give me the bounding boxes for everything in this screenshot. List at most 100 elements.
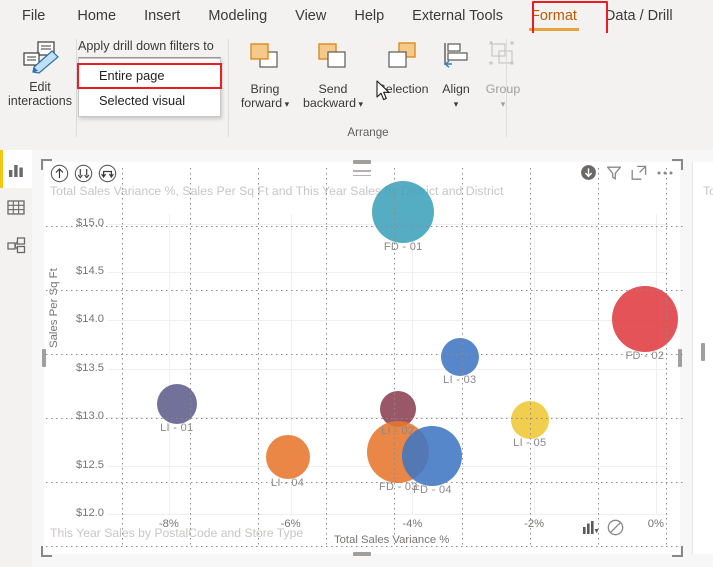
drill-controls	[50, 164, 117, 183]
group-divider-3	[506, 39, 507, 137]
secondary-visual[interactable]: Tota $0. $0. ($0.2	[692, 162, 713, 554]
y-axis-tick: $13.0	[76, 410, 104, 423]
ribbon-tab-data-drill[interactable]: Data / Drill	[591, 0, 687, 33]
option-label: Selected visual	[99, 93, 186, 108]
model-view-icon	[6, 236, 25, 253]
ei-line1: Edit	[29, 80, 51, 94]
bubble-li-03[interactable]	[440, 338, 479, 377]
edit-interactions-button[interactable]: Edit interactions	[6, 36, 74, 128]
bring-forward-label: Bring forward ▾	[241, 82, 289, 110]
x-axis-tick: -2%	[524, 518, 545, 530]
x-axis-tick: -4%	[402, 518, 423, 530]
ribbon-tab-bar: File Home Insert Modeling View Help External T…	[0, 0, 713, 34]
ribbon-tab-view[interactable]: View	[281, 0, 340, 33]
scatter-chart-visual[interactable]: Total Sales Variance %, Sales Per Sq Ft …	[41, 159, 683, 557]
sidebar-item-model-view[interactable]	[0, 226, 32, 264]
drill-mode-toggle-icon[interactable]	[580, 164, 597, 181]
chevron-down-icon[interactable]: ▾	[282, 99, 290, 109]
sidebar-item-data-view[interactable]	[0, 188, 32, 226]
gr-line1: Group	[485, 82, 521, 96]
ribbon-tab-home[interactable]: Home	[63, 0, 130, 33]
y-axis-tick: $14.0	[76, 313, 104, 326]
resize-handle-bottom[interactable]	[353, 552, 371, 556]
chevron-down-icon[interactable]: ▾	[500, 99, 506, 109]
bubble-li-01[interactable]	[156, 383, 197, 424]
ribbon-tab-file[interactable]: File	[0, 0, 63, 33]
selection-label: Selection	[377, 82, 429, 96]
align-button[interactable]: Align ▾	[434, 37, 478, 110]
group-divider-1	[76, 39, 77, 137]
ribbon-tab-external-tools[interactable]: External Tools	[398, 0, 517, 33]
ribbon-tab-label: External Tools	[412, 8, 503, 24]
drill-filter-dropdown-menu: Entire page Selected visual	[77, 58, 222, 117]
bubble-label: LI - 05	[513, 437, 547, 450]
selection-button[interactable]: Selection	[370, 37, 436, 96]
sb-line1: Send	[318, 82, 348, 96]
y-axis-title: Sales Per Sq Ft	[48, 268, 60, 348]
focus-mode-icon[interactable]	[631, 165, 647, 181]
expand-hierarchy-icon[interactable]	[98, 164, 117, 183]
gridline-vertical	[655, 214, 657, 514]
drill-down-icon[interactable]	[74, 164, 93, 183]
x-axis-title: Total Sales Variance %	[334, 534, 450, 546]
more-options-icon[interactable]	[656, 165, 674, 181]
ribbon-tab-insert[interactable]: Insert	[130, 0, 194, 33]
drill-up-icon[interactable]	[50, 164, 69, 183]
ribbon-tab-label: Modeling	[208, 8, 268, 24]
resize-handle-left[interactable]	[42, 349, 46, 367]
resize-handle-right[interactable]	[678, 349, 682, 367]
x-axis-tick: -8%	[158, 518, 179, 530]
ribbon-body: Edit interactions Apply drill down filte…	[0, 33, 713, 151]
arrange-group-title: Arrange	[347, 126, 389, 139]
gridline-horizontal	[108, 272, 668, 274]
bubble-fd-04[interactable]	[402, 425, 463, 486]
secondary-visual-resize-handle[interactable]	[701, 343, 705, 361]
report-canvas: Tota $0. $0. ($0.2	[32, 150, 713, 567]
ribbon-tab-modeling[interactable]: Modeling	[194, 0, 281, 33]
drill-filter-option-entire-page[interactable]: Entire page	[77, 63, 222, 89]
send-backward-button[interactable]: Send backward ▾	[302, 37, 364, 110]
bubble-li-04[interactable]	[265, 434, 310, 479]
bubble-fd-02[interactable]	[611, 285, 678, 352]
bring-forward-button[interactable]: Bring forward ▾	[234, 37, 296, 110]
ribbon-tab-format[interactable]: Format	[517, 0, 591, 33]
bubble-fd-01[interactable]	[372, 181, 435, 244]
edit-interactions-label: Edit interactions	[8, 80, 72, 108]
sb-line2: backward	[302, 96, 356, 110]
bubble-label: FD - 04	[413, 483, 452, 496]
gridline-vertical	[534, 214, 536, 514]
ribbon-tab-label: Home	[77, 8, 117, 24]
ribbon-tab-label: Format	[530, 8, 577, 24]
sort-icon[interactable]	[582, 520, 599, 541]
drill-filter-option-selected-visual[interactable]: Selected visual	[79, 88, 220, 113]
plot-area: $12.0 $12.5 $13.0 $13.5 $14.0 $14.5 $15.0 -8% -6…	[44, 162, 680, 554]
ribbon-tab-label: View	[295, 8, 327, 24]
bubble-label: LI - 02	[381, 425, 415, 438]
y-axis-tick: $15.0	[76, 216, 104, 229]
group-button[interactable]: Group ▾	[478, 37, 528, 110]
visual-drag-grip[interactable]	[353, 170, 371, 177]
resize-handle-top[interactable]	[353, 160, 371, 164]
filter-icon[interactable]	[606, 165, 622, 181]
bubble-li-05[interactable]	[510, 401, 549, 440]
ribbon-tab-label: Data / Drill	[604, 8, 673, 24]
edit-interactions-icon	[18, 39, 62, 79]
sidebar-item-report-view[interactable]	[0, 150, 32, 188]
ribbon-tab-help[interactable]: Help	[340, 0, 398, 33]
report-view-icon	[8, 164, 23, 177]
group-icon	[485, 37, 521, 82]
visual-header	[44, 162, 680, 186]
chevron-down-icon[interactable]: ▾	[453, 99, 459, 109]
bubble-label: LI - 03	[443, 374, 477, 387]
al-line1: Align	[442, 82, 470, 96]
group-label: Group ▾	[486, 82, 520, 110]
gridline-vertical	[168, 214, 170, 514]
gridline-horizontal	[108, 514, 668, 515]
y-axis-tick: $14.5	[76, 265, 104, 278]
x-axis-tick: 0%	[647, 518, 664, 530]
chevron-down-icon[interactable]: ▾	[356, 99, 364, 109]
no-filter-icon[interactable]	[607, 519, 624, 541]
bubble-label: LI - 04	[270, 476, 305, 489]
y-axis-tick: $12.5	[76, 458, 104, 471]
